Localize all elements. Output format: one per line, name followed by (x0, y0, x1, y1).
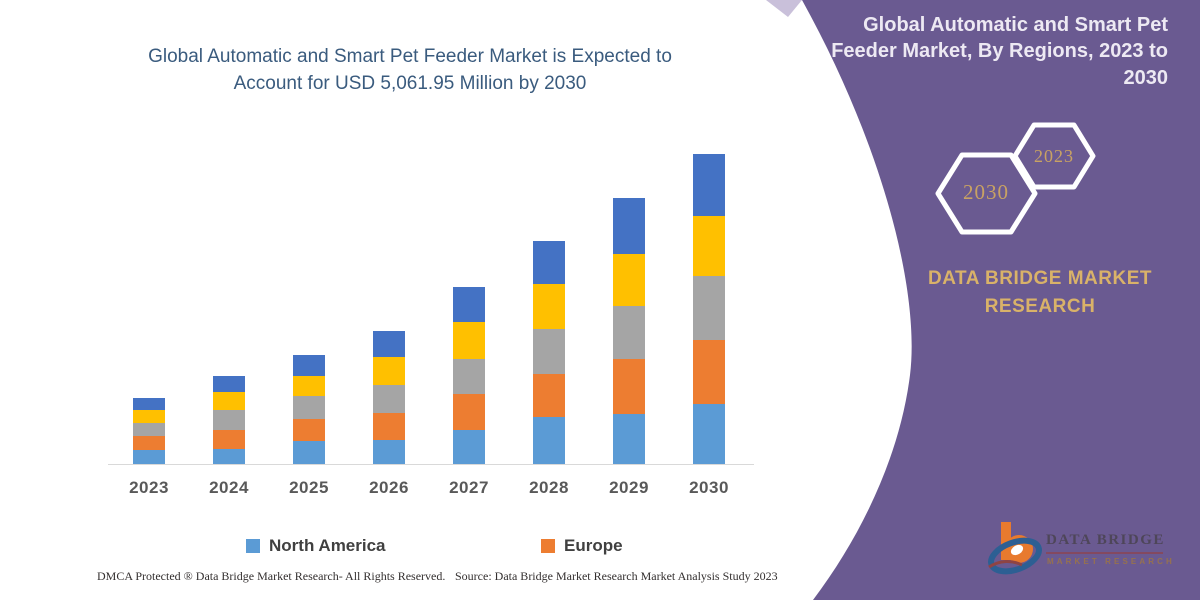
bar-segment-2025-north-america (293, 441, 325, 464)
legend-swatch (541, 539, 555, 553)
bar-segment-2027-unlabeled-region-yellow- (453, 322, 485, 359)
bar-segment-2024-europe (213, 430, 245, 449)
bar-segment-2029-north-america (613, 414, 645, 464)
legend-label: North America (269, 536, 386, 555)
hexagon-2023 (1012, 122, 1096, 190)
legend-item-europe: Europe (541, 536, 623, 556)
bar-segment-2025-unlabeled-region-yellow- (293, 376, 325, 396)
legend-item-north-america: North America (246, 536, 386, 556)
right-panel-title-line-2: Feeder Market, By Regions, 2023 to (831, 40, 1168, 63)
bar-segment-2027-north-america (453, 430, 485, 464)
bar-segment-2026-europe (373, 413, 405, 440)
bar-segment-2029-unlabeled-region-gray- (613, 306, 645, 359)
bar-segment-2029-unlabeled-region-dark-blue- (613, 198, 645, 254)
right-panel-title-line-3: 2030 (1123, 66, 1169, 89)
x-axis-label-2023: 2023 (129, 478, 169, 497)
bar-segment-2028-europe (533, 374, 565, 417)
bar-segment-2026-unlabeled-region-gray- (373, 385, 405, 413)
brand-wordmark: DATA BRIDGE MARKET RESEARCH (905, 265, 1175, 320)
bar-segment-2023-unlabeled-region-gray- (133, 423, 165, 436)
bar-segment-2027-europe (453, 394, 485, 430)
chart-title: Global Automatic and Smart Pet Feeder Ma… (110, 44, 710, 98)
logo-name-text: DATA BRIDGE (1046, 532, 1165, 548)
logo-tagline-text: MARKET RESEARCH (1047, 557, 1175, 566)
bar-segment-2027-unlabeled-region-gray- (453, 359, 485, 394)
logo-b-stem (1001, 522, 1011, 560)
bar-segment-2024-unlabeled-region-gray- (213, 410, 245, 430)
bar-segment-2023-europe (133, 436, 165, 450)
bar-segment-2026-unlabeled-region-yellow- (373, 357, 405, 385)
right-panel-title: Global Automatic and Smart Pet Feeder Ma… (810, 12, 1168, 91)
logo-red-swoosh (988, 560, 1023, 569)
bar-segment-2024-unlabeled-region-yellow- (213, 392, 245, 410)
dmca-notice: DMCA Protected ® Data Bridge Market Rese… (97, 569, 446, 583)
bar-segment-2029-europe (613, 359, 645, 414)
bar-segment-2028-unlabeled-region-gray- (533, 329, 565, 374)
bar-segment-2030-unlabeled-region-dark-blue- (693, 154, 725, 216)
brand-line-2: RESEARCH (984, 295, 1096, 317)
x-axis-label-2024: 2024 (209, 478, 249, 497)
bar-segment-2025-unlabeled-region-dark-blue- (293, 355, 325, 376)
data-bridge-logo-icon (988, 522, 1042, 575)
x-axis-label-2026: 2026 (369, 478, 409, 497)
x-axis-line (108, 464, 754, 465)
bar-segment-2028-unlabeled-region-yellow- (533, 284, 565, 329)
bar-segment-2030-north-america (693, 404, 725, 464)
hexagon-2030-label: 2030 (963, 180, 1009, 204)
bar-segment-2023-unlabeled-region-dark-blue- (133, 398, 165, 410)
bar-segment-2029-unlabeled-region-yellow- (613, 254, 645, 306)
x-axis-label-2028: 2028 (529, 478, 569, 497)
bar-segment-2025-unlabeled-region-gray- (293, 396, 325, 419)
bar-segment-2027-unlabeled-region-dark-blue- (453, 287, 485, 322)
bar-segment-2030-unlabeled-region-gray- (693, 276, 725, 340)
legend-label: Europe (564, 536, 623, 555)
x-axis-label-2027: 2027 (449, 478, 489, 497)
bar-segment-2024-north-america (213, 449, 245, 464)
legend-swatch (246, 539, 260, 553)
right-panel-title-line-1: Global Automatic and Smart Pet (863, 14, 1168, 36)
bar-segment-2023-north-america (133, 450, 165, 464)
light-accent-triangle (766, 0, 802, 17)
logo-divider-line (1046, 552, 1163, 554)
bar-segment-2030-europe (693, 340, 725, 404)
bar-segment-2026-unlabeled-region-dark-blue- (373, 331, 405, 357)
x-axis-label-2025: 2025 (289, 478, 329, 497)
chart-title-line-2: Account for USD 5,061.95 Million by 2030 (233, 72, 587, 94)
hexagon-2030 (935, 152, 1038, 235)
hexagon-2023-label: 2023 (1034, 146, 1074, 166)
x-axis-label-2029: 2029 (609, 478, 649, 497)
purple-panel-shape (802, 0, 1200, 600)
logo-b-bowl-cut (1010, 544, 1024, 556)
chart-title-line-1: Global Automatic and Smart Pet Feeder Ma… (148, 46, 672, 67)
bar-segment-2024-unlabeled-region-dark-blue- (213, 376, 245, 392)
source-note: Source: Data Bridge Market Research Mark… (455, 569, 778, 583)
stacked-bar-chart: 2023 2024 2025 2026 2027 2028 2029 2030 (108, 140, 754, 520)
bar-segment-2026-north-america (373, 440, 405, 464)
bar-segment-2028-unlabeled-region-dark-blue- (533, 241, 565, 284)
bar-segment-2028-north-america (533, 417, 565, 464)
x-axis-label-2030: 2030 (689, 478, 729, 497)
bar-segment-2023-unlabeled-region-yellow- (133, 410, 165, 423)
brand-line-1: DATA BRIDGE MARKET (928, 268, 1152, 289)
bar-segment-2025-europe (293, 419, 325, 441)
bar-segment-2030-unlabeled-region-yellow- (693, 216, 725, 276)
